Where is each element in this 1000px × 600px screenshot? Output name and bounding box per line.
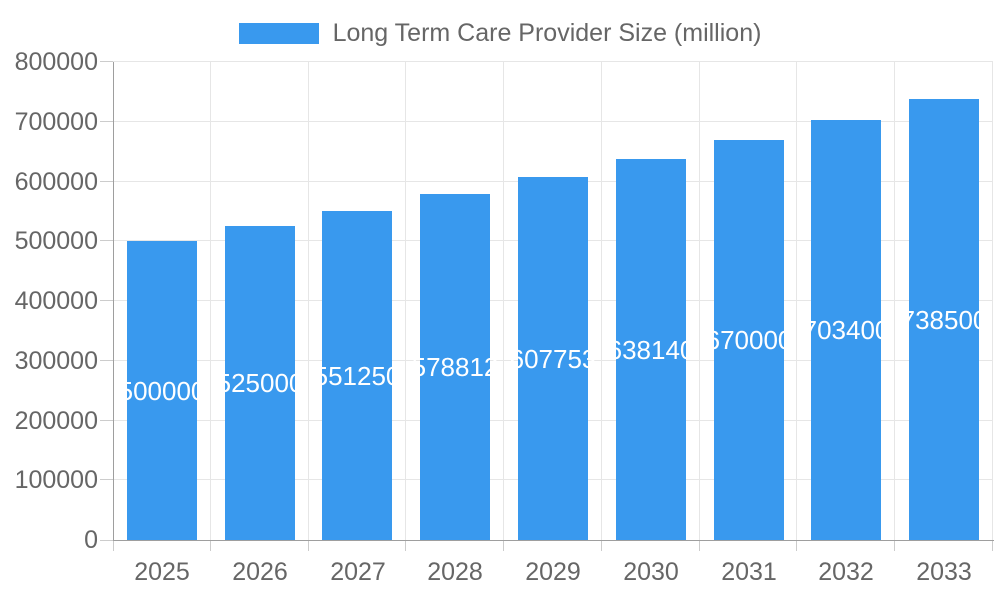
y-tick-label: 800000	[14, 48, 98, 76]
x-tick-label: 2028	[427, 558, 483, 586]
x-tick-label: 2027	[330, 558, 386, 586]
y-axis-tick	[100, 359, 113, 361]
x-axis-tick	[210, 541, 211, 551]
y-axis-tick	[100, 61, 113, 62]
x-axis-line	[113, 540, 994, 541]
y-axis-tick	[100, 540, 113, 541]
y-tick-label: 100000	[14, 466, 98, 495]
bar[interactable]	[225, 226, 295, 540]
legend-swatch	[238, 22, 319, 44]
y-axis-line	[113, 62, 114, 540]
v-gridline	[503, 62, 504, 540]
y-axis-tick	[100, 180, 113, 182]
x-tick-label: 2030	[623, 558, 679, 586]
v-gridline	[796, 62, 797, 540]
h-gridline	[113, 61, 993, 62]
bar[interactable]	[714, 140, 784, 540]
v-gridline	[992, 62, 993, 540]
y-axis-tick	[100, 300, 113, 301]
y-tick-label: 700000	[14, 107, 98, 136]
x-axis-tick	[308, 541, 309, 551]
y-tick-label: 200000	[14, 406, 98, 435]
x-axis-tick	[601, 541, 602, 551]
y-axis-tick	[100, 240, 113, 242]
y-axis-tick	[100, 419, 113, 421]
x-axis-tick	[992, 541, 993, 551]
v-gridline	[699, 62, 700, 540]
v-gridline	[601, 62, 602, 540]
y-tick-label: 600000	[14, 167, 98, 196]
y-tick-label: 300000	[14, 346, 98, 375]
h-gridline	[113, 120, 993, 122]
x-axis-tick	[113, 541, 114, 551]
x-tick-label: 2026	[232, 558, 288, 586]
x-tick-label: 2029	[525, 558, 581, 586]
y-axis-tick	[100, 479, 113, 481]
v-gridline	[894, 62, 895, 540]
v-gridline	[405, 62, 406, 540]
bar[interactable]	[518, 177, 588, 540]
bar[interactable]	[420, 194, 490, 540]
x-tick-label: 2025	[134, 558, 190, 586]
bar[interactable]	[616, 159, 686, 540]
y-axis-tick	[100, 120, 113, 122]
x-axis-tick	[699, 541, 700, 551]
legend-label: Long Term Care Provider Size (million)	[332, 18, 762, 47]
bar[interactable]	[811, 120, 881, 540]
x-tick-label: 2032	[818, 558, 874, 586]
y-tick-label: 0	[84, 526, 98, 554]
v-gridline	[210, 62, 211, 540]
x-tick-label: 2033	[916, 558, 972, 586]
y-tick-label: 400000	[14, 287, 98, 315]
bar[interactable]	[127, 241, 197, 540]
plot-area: 500000 525000 551250 578812 607753 638140 6700…	[113, 61, 993, 540]
x-tick-label: 2031	[721, 558, 777, 586]
legend[interactable]: Long Term Care Provider Size (million)	[0, 12, 1000, 54]
x-axis-tick	[894, 541, 895, 551]
x-axis-tick	[796, 541, 797, 551]
y-tick-label: 500000	[14, 227, 98, 256]
x-axis-tick	[503, 541, 504, 551]
bar[interactable]	[909, 99, 979, 540]
bar[interactable]	[322, 211, 392, 540]
v-gridline	[308, 62, 309, 540]
x-axis-tick	[405, 541, 406, 551]
